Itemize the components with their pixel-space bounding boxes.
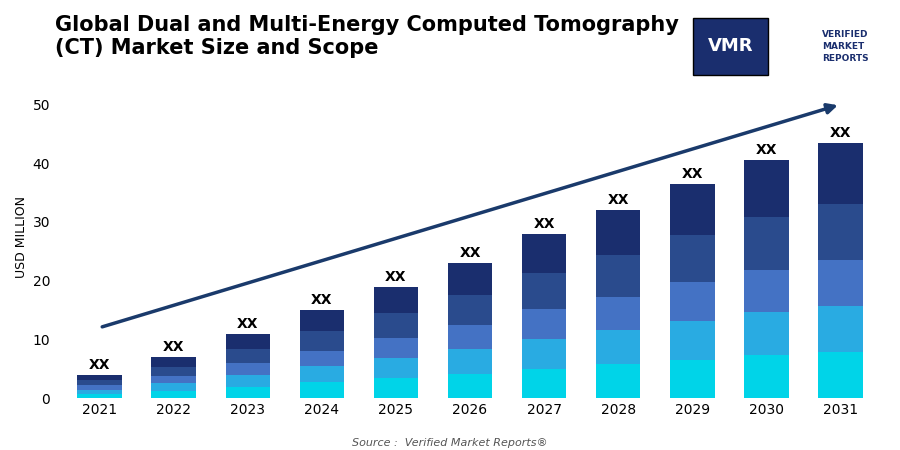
Bar bbox=[77, 386, 122, 390]
Bar bbox=[151, 357, 196, 367]
Text: Source :  Verified Market Reports®: Source : Verified Market Reports® bbox=[352, 437, 548, 447]
Bar bbox=[596, 210, 641, 255]
Bar bbox=[300, 382, 344, 398]
Bar bbox=[448, 263, 492, 296]
Bar bbox=[744, 160, 788, 217]
Text: XX: XX bbox=[459, 246, 481, 260]
Bar bbox=[448, 374, 492, 398]
Bar bbox=[226, 375, 270, 387]
Text: XX: XX bbox=[756, 143, 778, 157]
Bar bbox=[744, 217, 788, 270]
Bar bbox=[596, 297, 641, 330]
Bar bbox=[448, 296, 492, 325]
Text: XX: XX bbox=[311, 293, 333, 307]
Bar bbox=[670, 235, 715, 282]
Bar bbox=[670, 321, 715, 360]
Bar bbox=[151, 376, 196, 383]
Bar bbox=[151, 383, 196, 391]
FancyBboxPatch shape bbox=[693, 18, 769, 75]
Bar bbox=[77, 375, 122, 380]
Bar bbox=[596, 364, 641, 398]
Bar bbox=[522, 339, 566, 369]
Text: Global Dual and Multi-Energy Computed Tomography
(CT) Market Size and Scope: Global Dual and Multi-Energy Computed To… bbox=[55, 15, 679, 58]
Bar bbox=[818, 260, 863, 306]
Bar bbox=[300, 351, 344, 366]
Text: VMR: VMR bbox=[708, 37, 753, 55]
Bar bbox=[522, 234, 566, 273]
Bar bbox=[522, 369, 566, 398]
Bar bbox=[522, 309, 566, 339]
Bar bbox=[448, 325, 492, 350]
Bar bbox=[300, 331, 344, 351]
Bar bbox=[77, 390, 122, 394]
Bar bbox=[300, 366, 344, 382]
Bar bbox=[596, 330, 641, 365]
Bar bbox=[818, 352, 863, 398]
Bar bbox=[77, 394, 122, 398]
Bar bbox=[374, 338, 419, 358]
Bar bbox=[448, 350, 492, 374]
Bar bbox=[522, 273, 566, 309]
Bar bbox=[374, 313, 419, 338]
Bar bbox=[744, 312, 788, 356]
Text: XX: XX bbox=[237, 317, 258, 331]
Bar bbox=[77, 380, 122, 386]
Text: XX: XX bbox=[608, 193, 629, 207]
Bar bbox=[226, 333, 270, 349]
Bar bbox=[670, 184, 715, 235]
Bar bbox=[151, 367, 196, 376]
Bar bbox=[226, 387, 270, 398]
Bar bbox=[744, 356, 788, 398]
Text: XX: XX bbox=[830, 126, 851, 140]
Bar bbox=[374, 287, 419, 313]
Bar bbox=[670, 360, 715, 398]
Bar bbox=[226, 363, 270, 375]
Text: XX: XX bbox=[89, 358, 111, 372]
Text: VERIFIED
MARKET
REPORTS: VERIFIED MARKET REPORTS bbox=[822, 30, 868, 63]
Bar bbox=[818, 306, 863, 352]
Bar bbox=[374, 358, 419, 378]
Y-axis label: USD MILLION: USD MILLION bbox=[15, 196, 28, 278]
Bar bbox=[744, 270, 788, 312]
Bar bbox=[670, 282, 715, 321]
Bar bbox=[818, 143, 863, 204]
Bar bbox=[596, 255, 641, 297]
Bar bbox=[226, 349, 270, 363]
Text: XX: XX bbox=[163, 340, 184, 354]
Text: XX: XX bbox=[681, 167, 703, 181]
Text: XX: XX bbox=[385, 270, 407, 284]
Text: XX: XX bbox=[534, 217, 555, 231]
Bar bbox=[151, 391, 196, 398]
Bar bbox=[818, 204, 863, 260]
Bar bbox=[300, 310, 344, 331]
Bar bbox=[374, 378, 419, 398]
